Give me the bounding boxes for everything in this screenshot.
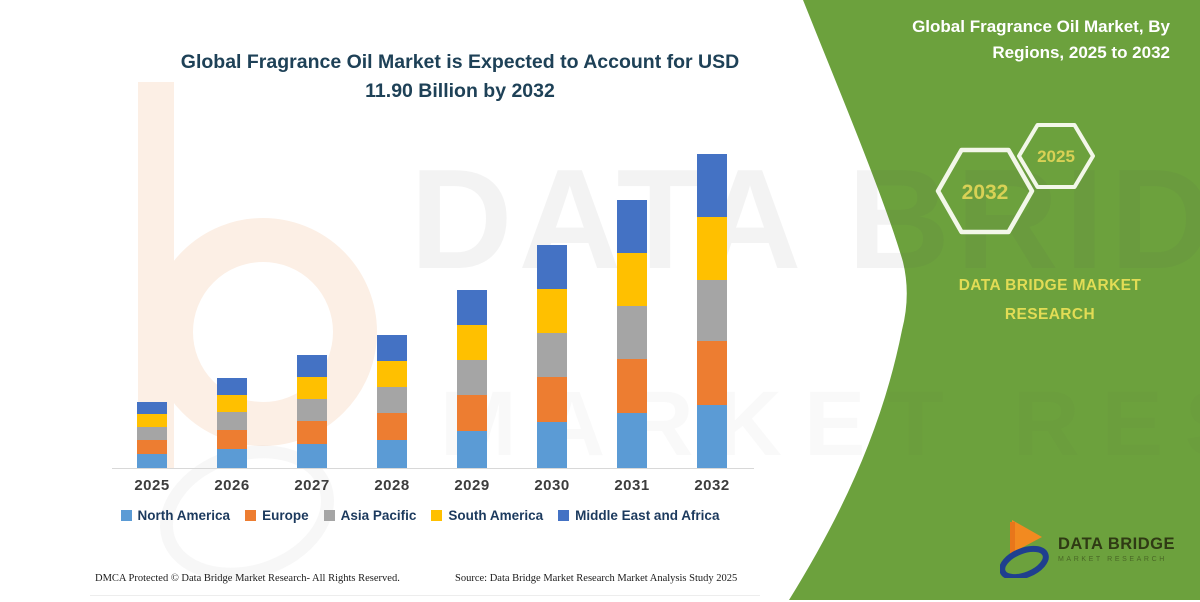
- bar-segment: [217, 412, 247, 430]
- legend-item: South America: [431, 508, 543, 523]
- bar-segment: [297, 444, 327, 468]
- hexagon-2025-label: 2025: [1037, 147, 1075, 166]
- bar-segment: [537, 333, 567, 377]
- bar-segment: [697, 280, 727, 341]
- bar-segment: [697, 341, 727, 405]
- bar-segment: [457, 431, 487, 468]
- bar-segment: [137, 440, 167, 454]
- bar-segment: [297, 377, 327, 399]
- chart-title: Global Fragrance Oil Market is Expected …: [155, 48, 765, 106]
- bar-segment: [537, 422, 567, 468]
- bar-segment: [457, 290, 487, 325]
- stacked-bar-2026: [217, 378, 247, 468]
- bar-segment: [457, 395, 487, 431]
- bar-segment: [217, 378, 247, 395]
- bar-segment: [457, 360, 487, 395]
- data-bridge-logo: DATA BRIDGE MARKET RESEARCH: [1000, 520, 1175, 578]
- bar-segment: [697, 405, 727, 468]
- legend-label: Asia Pacific: [340, 508, 417, 523]
- bar-segment: [457, 325, 487, 360]
- brand-wordmark-line2: RESEARCH: [1004, 305, 1096, 323]
- x-axis-label: 2025: [134, 477, 170, 494]
- bar-segment: [137, 402, 167, 414]
- bar-segment: [537, 245, 567, 289]
- legend-swatch: [431, 510, 443, 521]
- bar-segment: [617, 306, 647, 359]
- x-axis-label: 2031: [614, 477, 650, 494]
- brand-wordmark-line1: DATA BRIDGE MARKET: [958, 277, 1142, 294]
- legend-swatch: [120, 510, 132, 521]
- bar-segment: [297, 421, 327, 444]
- bar-segment: [297, 399, 327, 421]
- legend-label: Europe: [262, 508, 309, 523]
- legend-label: North America: [137, 508, 231, 523]
- bar-segment: [377, 387, 407, 413]
- chart-title-line1: Global Fragrance Oil Market is Expected …: [180, 51, 740, 73]
- stacked-bar-2025: [137, 402, 167, 468]
- chart-title-line2: 11.90 Billion by 2032: [365, 79, 555, 102]
- bar-segment: [617, 253, 647, 306]
- stacked-bar-2031: [617, 200, 647, 468]
- logo-name-text: DATA BRIDGE: [1058, 535, 1176, 553]
- x-axis-label: 2026: [214, 477, 250, 494]
- x-axis-label: 2028: [374, 477, 410, 494]
- hexagon-2032: 2032: [935, 147, 1035, 235]
- legend-label: Middle East and Africa: [575, 508, 720, 523]
- bar-segment: [537, 377, 567, 422]
- bar-segment: [617, 359, 647, 413]
- bar-segment: [217, 449, 247, 468]
- legend-swatch: [323, 510, 335, 521]
- bar-segment: [137, 454, 167, 468]
- x-axis-label: 2032: [694, 477, 730, 494]
- bar-segment: [377, 335, 407, 361]
- bar-segment: [377, 413, 407, 440]
- x-axis-label: 2027: [294, 477, 330, 494]
- stacked-bar-2028: [377, 335, 407, 468]
- bar-segment: [697, 217, 727, 280]
- stacked-bar-2032: [697, 154, 727, 468]
- bar-segment: [297, 355, 327, 377]
- bar-segment: [617, 200, 647, 253]
- year-hexagons: 2032 2025: [935, 123, 1095, 235]
- green-panel-shape: [789, 0, 1200, 600]
- hexagon-2025: 2025: [1017, 123, 1095, 189]
- bar-segment: [697, 154, 727, 217]
- bar-segment: [217, 430, 247, 449]
- stacked-bar-2027: [297, 355, 327, 468]
- stacked-bar-2030: [537, 245, 567, 468]
- hexagon-2032-label: 2032: [962, 181, 1009, 204]
- footer-divider: [90, 595, 760, 596]
- data-bridge-logo-icon: [1000, 520, 1049, 578]
- legend-swatch: [245, 510, 257, 521]
- logo-subtext: MARKET RESEARCH: [1058, 556, 1167, 563]
- bar-segment: [377, 440, 407, 468]
- brand-wordmark: DATA BRIDGE MARKET RESEARCH: [928, 272, 1172, 329]
- dmca-disclaimer: DMCA Protected © Data Bridge Market Rese…: [95, 573, 400, 584]
- legend-item: Middle East and Africa: [558, 508, 719, 523]
- source-note: Source: Data Bridge Market Research Mark…: [455, 573, 738, 584]
- legend-item: Europe: [245, 508, 309, 523]
- bar-segment: [617, 413, 647, 468]
- panel-title: Global Fragrance Oil Market, By Regions,…: [912, 17, 1170, 63]
- bar-segment: [137, 414, 167, 427]
- x-axis-label: 2029: [454, 477, 490, 494]
- legend-item: North America: [120, 508, 231, 523]
- bar-segment: [537, 289, 567, 333]
- bar-segment: [377, 361, 407, 387]
- bar-segment: [217, 395, 247, 412]
- chart-legend: North America Europe Asia Pacific South Ame…: [80, 508, 760, 523]
- legend-label: South America: [448, 508, 544, 523]
- x-axis-label: 2030: [534, 477, 570, 494]
- stacked-bar-2029: [457, 290, 487, 468]
- x-axis-line: [112, 468, 754, 469]
- legend-item: Asia Pacific: [323, 508, 417, 523]
- legend-swatch: [558, 510, 570, 521]
- bar-segment: [137, 427, 167, 440]
